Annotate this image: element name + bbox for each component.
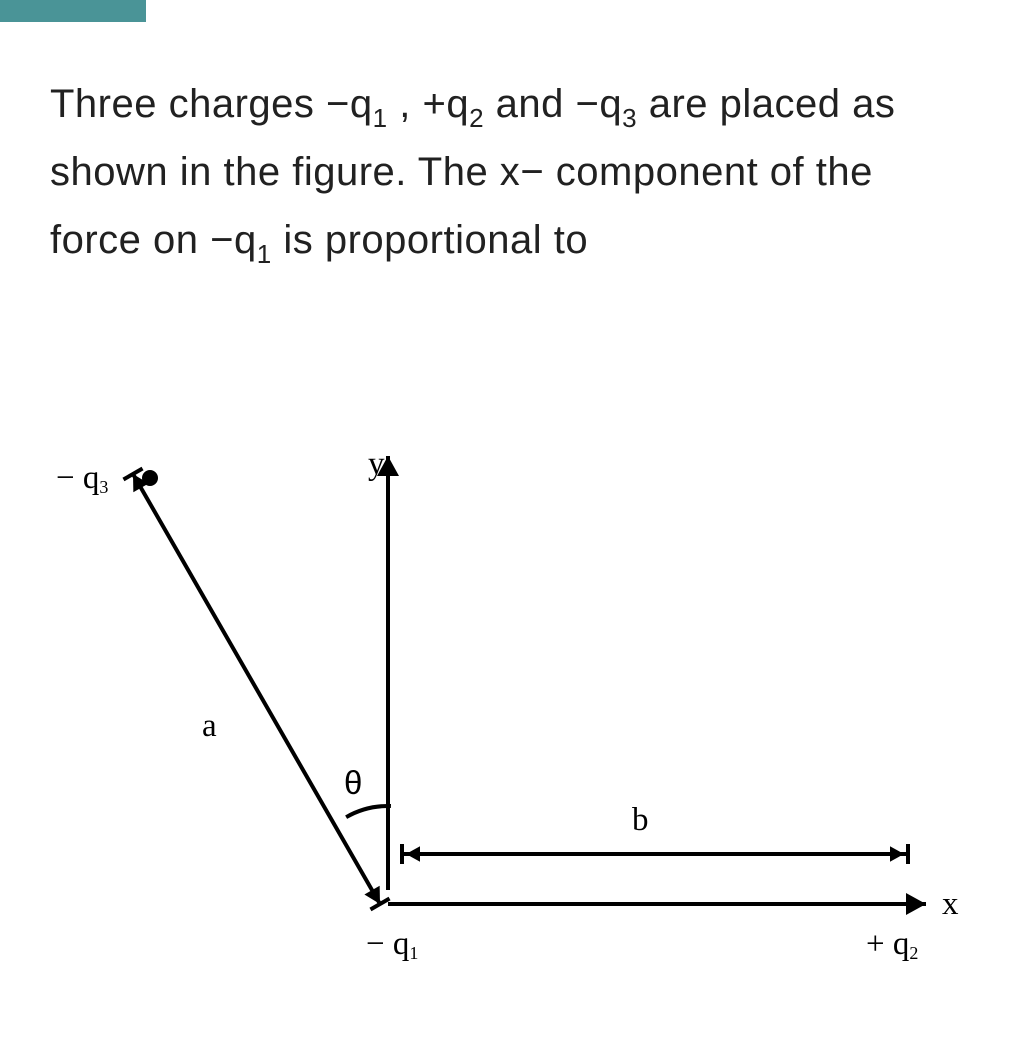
q-part: − (520, 150, 544, 194)
theta-label: θ (344, 764, 362, 801)
q-charge-4-sub: 1 (257, 239, 272, 269)
q-part: , (388, 82, 423, 126)
q-charge-1-sub: 1 (373, 103, 388, 133)
accent-rect (0, 0, 146, 22)
q2-label: + q2 (866, 926, 918, 963)
q-charge-2-sub: 2 (469, 103, 484, 133)
q-part: and (484, 82, 575, 126)
top-accent-bar (0, 0, 1024, 22)
x-axis-label: x (942, 886, 959, 922)
q3-charge-dot (142, 470, 158, 486)
q-charge-2: +q (422, 82, 469, 126)
arrowhead-icon (906, 893, 926, 915)
q1-label: − q1 (366, 926, 418, 963)
q-part: Three charges (50, 82, 326, 126)
physics-diagram: yxbaθ− q3− q1+ q2 (50, 436, 950, 966)
theta-arc (346, 806, 391, 817)
q-charge-1: −q (326, 82, 373, 126)
a-label: a (202, 708, 217, 744)
q-charge-4: −q (210, 218, 257, 262)
question-text: Three charges −q1 , +q2 and −q3 are plac… (50, 70, 910, 274)
q-part: is proportional to (272, 218, 588, 262)
arrowhead-icon (890, 846, 904, 861)
q-charge-3-sub: 3 (622, 103, 637, 133)
a-segment (133, 474, 380, 904)
b-label: b (632, 802, 649, 838)
q-charge-3: −q (576, 82, 623, 126)
q3-label: − q3 (56, 460, 108, 497)
y-axis-label: y (368, 446, 385, 482)
arrowhead-icon (406, 846, 420, 861)
